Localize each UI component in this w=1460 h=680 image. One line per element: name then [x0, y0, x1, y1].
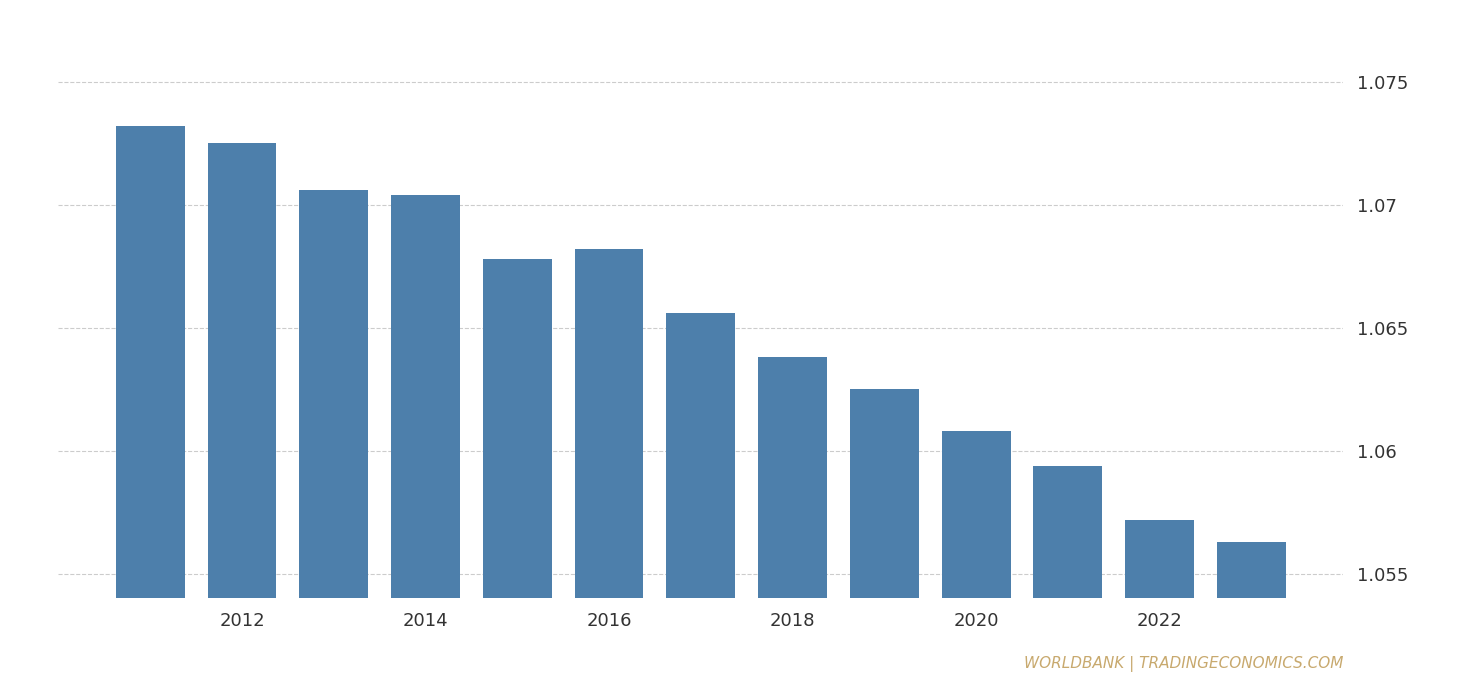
- Text: WORLDBANK | TRADINGECONOMICS.COM: WORLDBANK | TRADINGECONOMICS.COM: [1023, 656, 1343, 673]
- Bar: [1218, 542, 1286, 598]
- Bar: [850, 390, 918, 598]
- Bar: [207, 143, 276, 598]
- Bar: [115, 126, 184, 598]
- Bar: [299, 190, 368, 598]
- Bar: [1126, 520, 1194, 598]
- Bar: [666, 313, 736, 598]
- Bar: [575, 249, 644, 598]
- Bar: [483, 259, 552, 598]
- Bar: [942, 431, 1010, 598]
- Bar: [391, 195, 460, 598]
- Bar: [758, 358, 826, 598]
- Bar: [1034, 466, 1102, 598]
